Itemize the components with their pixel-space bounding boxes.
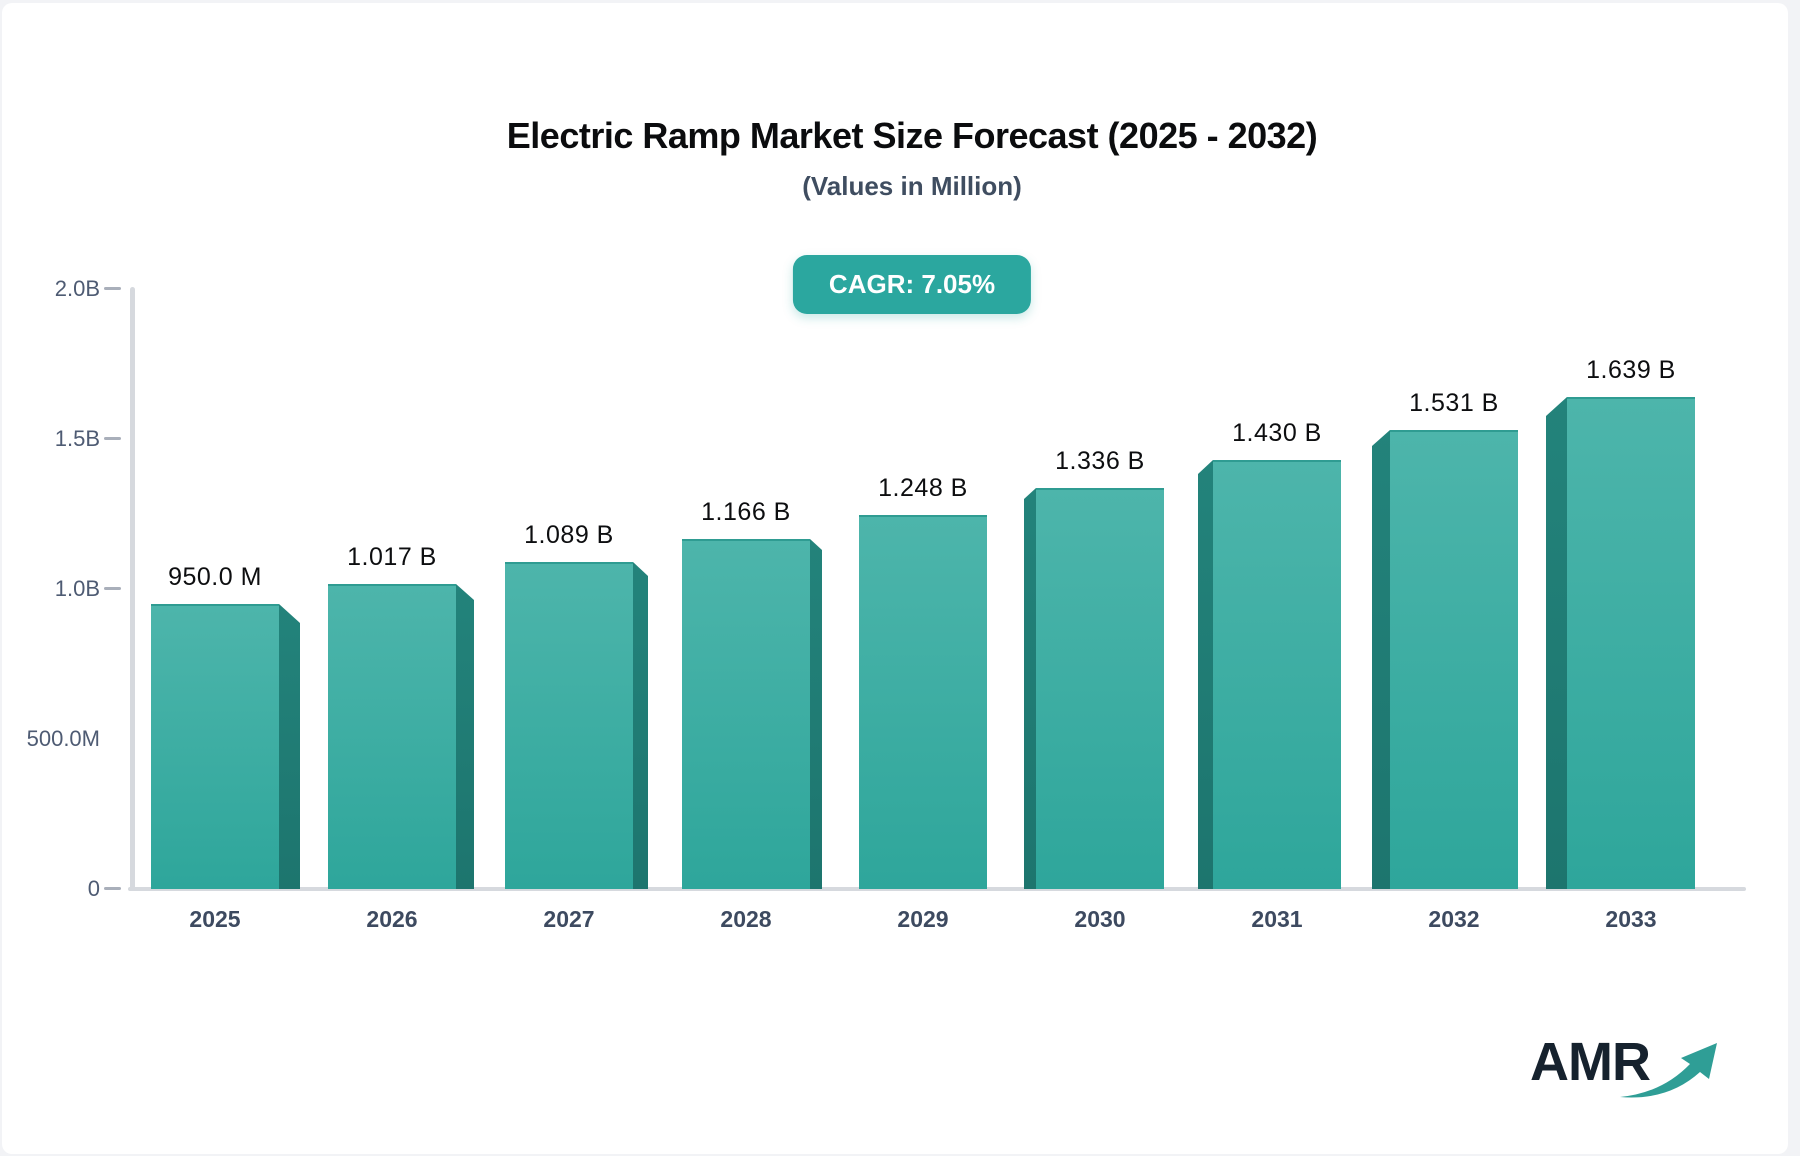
- bar-value-label: 950.0 M: [168, 563, 262, 591]
- y-axis-line: [130, 287, 135, 891]
- y-axis-tick-label: 500.0M: [26, 726, 100, 751]
- chart-card: Electric Ramp Market Size Forecast (2025…: [2, 3, 1788, 1154]
- bar-value-label: 1.336 B: [1055, 447, 1145, 475]
- x-axis-label: 2027: [543, 906, 595, 932]
- amr-logo-text: AMR: [1530, 1032, 1651, 1092]
- bar-2031: [1213, 460, 1341, 889]
- x-axis-label: 2030: [1074, 906, 1126, 932]
- chart-title: Electric Ramp Market Size Forecast (2025…: [506, 115, 1318, 156]
- bar-2029: [859, 515, 987, 889]
- bar-value-label: 1.248 B: [878, 474, 968, 502]
- x-axis-label: 2033: [1605, 906, 1657, 932]
- bar-3d-side-2026: [456, 584, 474, 889]
- x-axis-label: 2026: [366, 906, 418, 932]
- bar-2030: [1036, 488, 1164, 889]
- y-axis-tick-label: 1.0B: [54, 576, 100, 601]
- cagr-badge: CAGR: 7.05%: [792, 255, 1032, 314]
- y-axis-tick-mark: [104, 587, 121, 590]
- x-axis-label: 2028: [720, 906, 772, 932]
- bar-3d-side-2028: [810, 539, 822, 889]
- bar-2025: [151, 604, 279, 889]
- y-axis-tick-mark: [104, 287, 121, 290]
- x-axis-line: [128, 887, 1746, 891]
- plot-area: 2.0B 1.5B 1.0B 500.0M 0 950.0 M 2025 1.017 B 202…: [2, 3, 1788, 1154]
- y-axis-tick-label: 2.0B: [54, 276, 100, 301]
- bar-value-label: 1.639 B: [1586, 356, 1676, 384]
- bar-3d-side-2027: [633, 562, 648, 889]
- x-axis-label: 2025: [189, 906, 241, 932]
- bar-3d-side-2030: [1024, 488, 1036, 889]
- y-axis-tick-label: 0: [87, 876, 100, 901]
- bar-3d-side-2031: [1198, 460, 1213, 889]
- bar-2026: [328, 584, 456, 889]
- y-axis-tick-mark: [104, 437, 121, 440]
- bar-2033: [1567, 397, 1695, 889]
- x-axis-label: 2029: [897, 906, 949, 932]
- bar-2027: [505, 562, 633, 889]
- bar-value-label: 1.017 B: [347, 543, 437, 571]
- x-axis-label: 2032: [1428, 906, 1480, 932]
- bar-3d-side-2025: [279, 604, 300, 889]
- y-axis-tick-mark: [104, 887, 121, 890]
- bar-value-label: 1.430 B: [1232, 419, 1322, 447]
- bar-value-label: 1.089 B: [524, 521, 614, 549]
- bar-value-label: 1.166 B: [701, 498, 791, 526]
- amr-logo: AMR: [1530, 1031, 1730, 1121]
- bar-3d-side-2032: [1372, 430, 1390, 889]
- bar-2028: [682, 539, 810, 889]
- bar-value-label: 1.531 B: [1409, 389, 1499, 417]
- bar-3d-side-2033: [1546, 397, 1567, 889]
- growth-arrow-icon: [1620, 1043, 1717, 1098]
- bar-2032: [1390, 430, 1518, 889]
- y-axis-tick-label: 1.5B: [54, 426, 100, 451]
- chart-subtitle: (Values in Million): [802, 171, 1022, 201]
- x-axis-label: 2031: [1251, 906, 1303, 932]
